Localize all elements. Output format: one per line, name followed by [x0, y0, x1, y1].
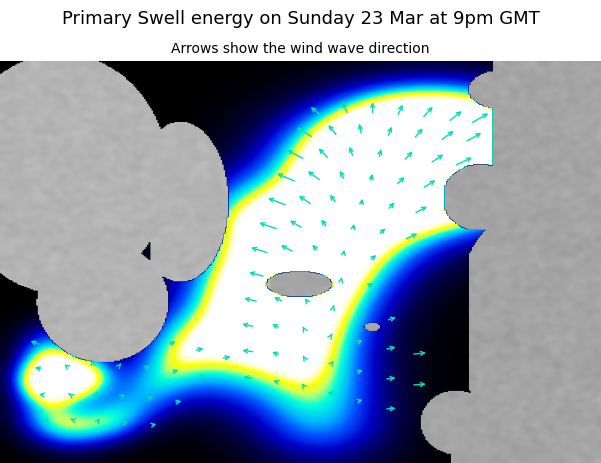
Text: Primary Swell energy on Sunday 23 Mar at 9pm GMT: Primary Swell energy on Sunday 23 Mar at… [62, 10, 539, 28]
Text: Arrows show the wind wave direction: Arrows show the wind wave direction [171, 42, 430, 56]
